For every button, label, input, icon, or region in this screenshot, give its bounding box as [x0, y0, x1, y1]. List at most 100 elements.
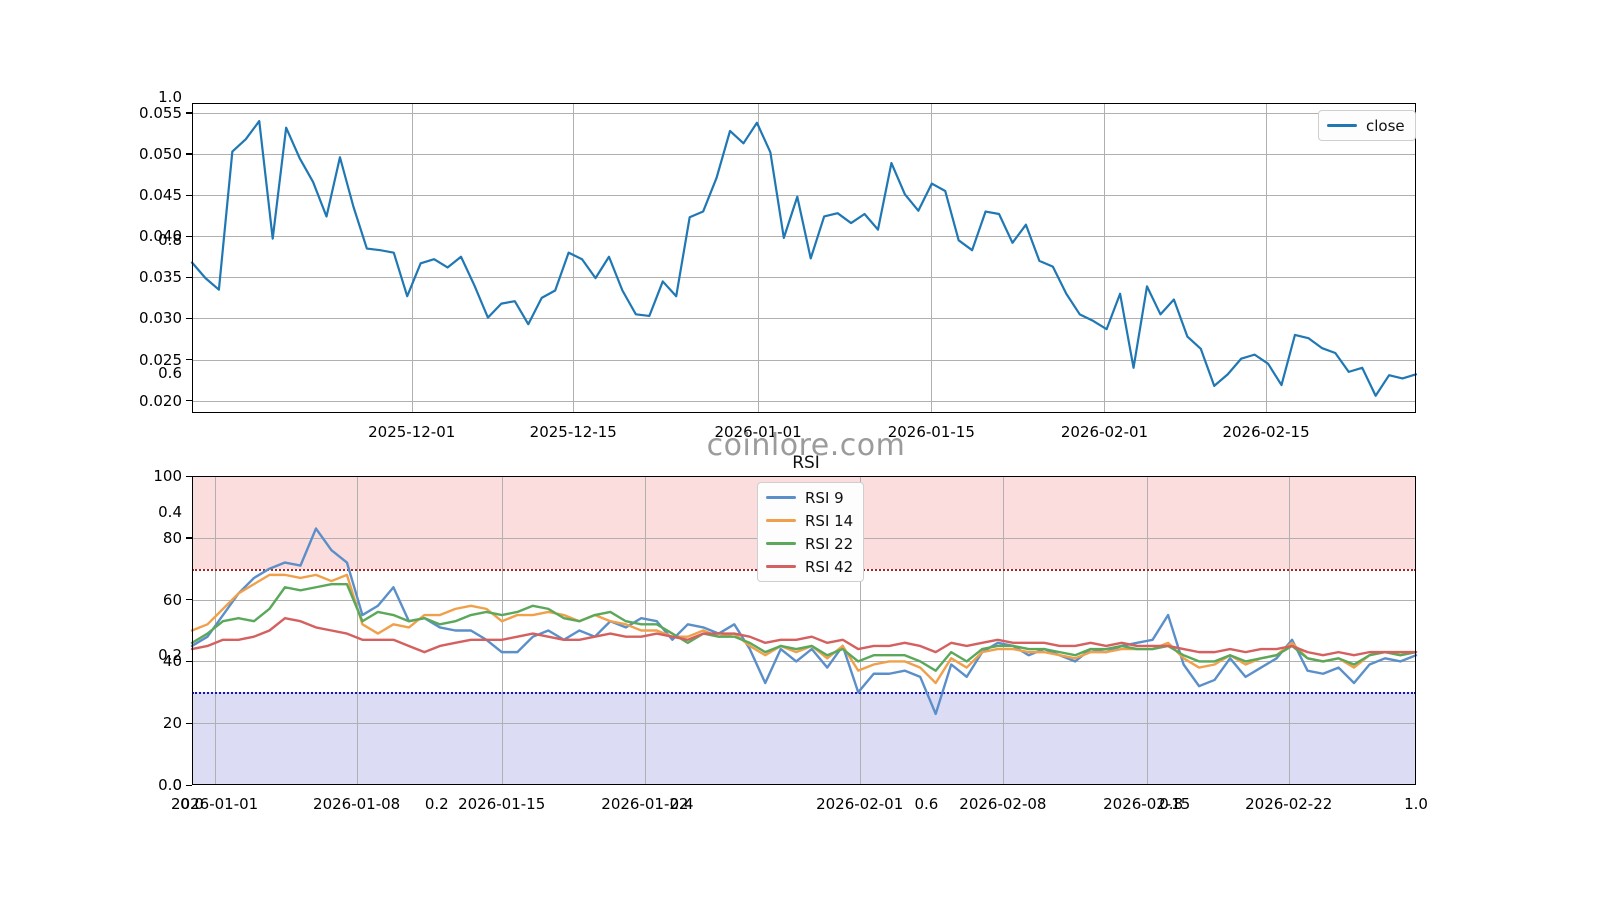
price-gridline-v-0	[411, 103, 413, 413]
price-y-tickmark-0	[186, 400, 192, 402]
price-y-tick-4: 0.040	[139, 227, 182, 246]
price-gridline-h-7	[192, 112, 1416, 114]
price-y-tick-2: 0.030	[139, 309, 182, 328]
rsi-legend-swatch-2	[766, 542, 796, 545]
rsi-legend-label-3: RSI 42	[805, 557, 854, 576]
rsi-legend-swatch-1	[766, 519, 796, 522]
price-x-tick-1: 2025-12-15	[529, 423, 617, 441]
rsi-legend-label-1: RSI 14	[805, 511, 854, 530]
rsi-series-1	[192, 575, 1416, 683]
watermark: coinlore.com	[706, 428, 906, 463]
price-gridline-h-1	[192, 359, 1416, 361]
price-y-tick-7: 0.055	[139, 103, 182, 122]
rsi-gridline-h-2	[192, 661, 1416, 663]
price-overlay-y-tick-1: 0.8	[158, 231, 182, 249]
price-gridline-h-3	[192, 277, 1416, 279]
rsi-y-tick-0: 0	[172, 776, 182, 794]
rsi-overlay-y-tick-1: 0.2	[158, 646, 182, 664]
rsi-legend-item-2[interactable]: RSI 22	[766, 534, 854, 553]
price-y-tick-6: 0.050	[139, 144, 182, 163]
rsi-legend[interactable]: RSI 9 RSI 14 RSI 22 RSI 42	[757, 482, 865, 582]
price-line-series	[192, 103, 1416, 413]
rsi-oversold-level-line	[192, 692, 1416, 695]
rsi-gridline-v-0	[214, 476, 216, 785]
rsi-series-0	[192, 529, 1416, 714]
price-overlay-y-tick-0: 0.6	[158, 364, 182, 382]
price-gridline-v-3	[931, 103, 933, 413]
rsi-gridline-v-6	[1146, 476, 1148, 785]
price-x-tick-0: 2025-12-01	[368, 423, 456, 441]
rsi-gridline-h-1	[192, 723, 1416, 725]
rsi-x-tick-4: 2026-02-01	[816, 795, 904, 813]
price-x-tick-4: 2026-02-01	[1060, 423, 1149, 441]
price-gridline-h-4	[192, 236, 1416, 238]
price-chart-panel	[192, 103, 1416, 413]
price-legend[interactable]: close	[1318, 110, 1416, 141]
rsi-x-tick-0: 2026-01-01	[171, 795, 259, 813]
rsi-overlay-y-tick-0: 0.0	[158, 776, 182, 794]
rsi-y-tick-5: 100	[153, 467, 182, 485]
rsi-legend-swatch-3	[766, 565, 796, 568]
price-legend-swatch-0	[1327, 124, 1357, 127]
price-y-tickmark-3	[186, 276, 192, 279]
rsi-chart-panel	[192, 476, 1416, 785]
price-y-tickmark-1	[186, 359, 192, 361]
rsi-line-series	[192, 476, 1416, 785]
rsi-gridline-v-4	[859, 476, 861, 785]
rsi-overlay-x-tick-2: 0.4	[669, 795, 694, 813]
rsi-gridline-v-2	[501, 476, 503, 785]
price-series-0	[192, 121, 1416, 396]
rsi-y-tickmark-1	[186, 722, 192, 724]
rsi-series-3	[192, 618, 1416, 655]
price-gridline-v-5	[1266, 103, 1268, 413]
price-y-tickmark-6	[186, 153, 192, 155]
price-y-tickmark-7	[186, 112, 192, 114]
price-x-tick-2: 2026-01-01	[714, 423, 802, 441]
rsi-x-tick-5: 2026-02-08	[959, 795, 1047, 813]
price-y-tick-1: 0.025	[139, 350, 182, 369]
rsi-x-tick-3: 2026-01-22	[601, 795, 689, 813]
rsi-y-tickmark-2	[186, 660, 192, 663]
rsi-x-tick-6: 2026-02-15	[1103, 795, 1191, 813]
rsi-legend-item-0[interactable]: RSI 9	[766, 488, 853, 507]
price-y-tick-0: 0.020	[139, 391, 182, 410]
price-x-tick-3: 2026-01-15	[887, 423, 975, 441]
price-gridline-v-1	[573, 103, 575, 413]
price-y-tick-3: 0.035	[139, 268, 182, 287]
rsi-legend-swatch-0	[766, 496, 796, 499]
rsi-x-tick-1: 2026-01-08	[313, 795, 401, 813]
price-overlay-y-tick-2: 1.0	[158, 88, 182, 106]
price-gridline-h-0	[192, 400, 1416, 402]
rsi-y-tickmark-5	[186, 475, 192, 477]
rsi-y-tick-3: 60	[162, 590, 182, 609]
price-gridline-h-2	[192, 318, 1416, 320]
price-y-tickmark-5	[186, 194, 192, 196]
rsi-oversold-band	[192, 692, 1416, 785]
rsi-y-tick-4: 80	[162, 528, 182, 547]
price-gridline-h-6	[192, 153, 1416, 155]
rsi-legend-item-1[interactable]: RSI 14	[766, 511, 854, 530]
price-y-tick-5: 0.045	[139, 186, 182, 205]
rsi-overlay-x-tick-5: 1.0	[1404, 795, 1428, 813]
price-legend-item-0[interactable]: close	[1327, 116, 1405, 135]
price-gridline-h-5	[192, 195, 1416, 197]
price-legend-label-0: close	[1366, 116, 1405, 135]
price-gridline-v-2	[758, 103, 760, 413]
rsi-overlay-x-tick-3: 0.6	[914, 795, 939, 813]
rsi-gridline-v-5	[1002, 476, 1004, 785]
rsi-legend-label-0: RSI 9	[805, 488, 844, 507]
rsi-gridline-v-7	[1288, 476, 1290, 785]
rsi-y-tick-2: 40	[162, 652, 182, 671]
rsi-overlay-y-tick-2: 0.4	[158, 503, 182, 521]
rsi-gridline-v-1	[356, 476, 358, 785]
rsi-y-tickmark-3	[186, 599, 192, 601]
rsi-overlay-x-tick-4: 0.8	[1159, 795, 1184, 813]
rsi-panel-title: RSI	[792, 453, 820, 473]
rsi-legend-item-3[interactable]: RSI 42	[766, 557, 854, 576]
rsi-legend-label-2: RSI 22	[805, 534, 854, 553]
rsi-x-tick-7: 2026-02-22	[1245, 795, 1333, 813]
rsi-y-tick-1: 20	[162, 714, 182, 733]
rsi-x-tick-2: 2026-01-15	[458, 795, 546, 813]
rsi-y-tickmark-0	[186, 784, 192, 786]
